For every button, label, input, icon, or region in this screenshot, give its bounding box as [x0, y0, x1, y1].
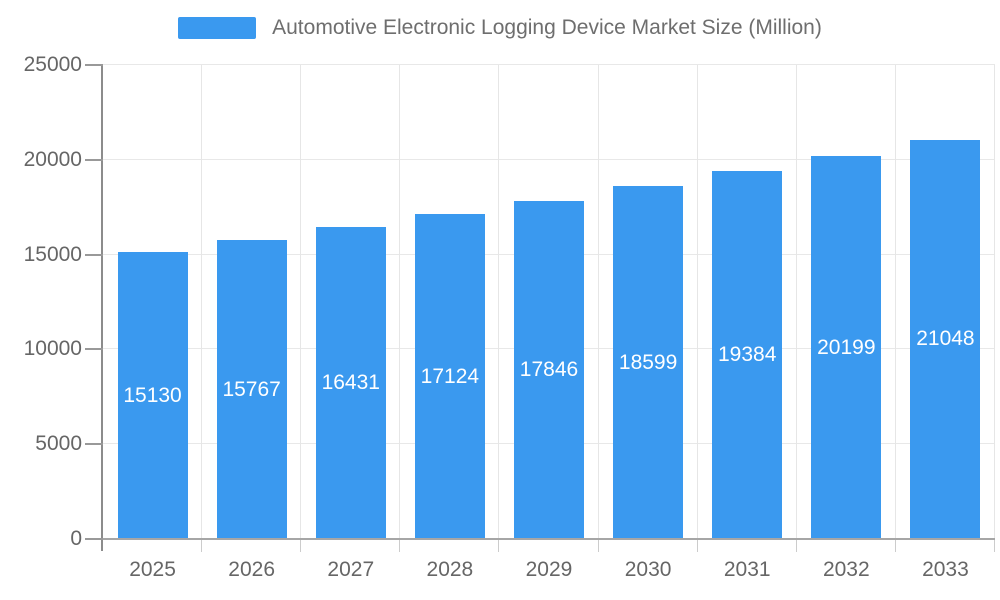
legend-swatch	[178, 17, 257, 39]
bar-2030: 18599	[613, 186, 684, 539]
bar-value-label: 16431	[321, 371, 380, 395]
bar-2028: 17124	[414, 214, 485, 539]
x-tick-label-2032: 2032	[822, 558, 870, 581]
x-tick-mark	[300, 540, 302, 552]
x-tick-label-2030: 2030	[624, 558, 672, 581]
bar-slot-2025: 15130	[103, 65, 202, 539]
bar-value-label: 17124	[420, 364, 480, 388]
bar-2033: 21048	[910, 139, 981, 539]
y-tick-label: 0	[70, 527, 82, 550]
x-tick-label-2027: 2027	[327, 558, 375, 581]
vertical-gridline	[399, 65, 401, 539]
y-tick-mark	[85, 253, 103, 256]
plot-area: 15130 15767 16431 17124 17846 18599 19384 20199…	[85, 64, 995, 552]
y-tick-mark	[85, 538, 103, 540]
y-tick-label: 5000	[35, 432, 82, 456]
legend-label: Automotive Electronic Logging Device Mar…	[272, 16, 822, 39]
bar-slot-2031: 19384	[698, 65, 797, 539]
y-tick-mark	[85, 158, 103, 161]
bar-2025: 15130	[117, 252, 188, 539]
bar-value-label: 20199	[817, 335, 876, 359]
vertical-gridline	[795, 65, 797, 539]
vertical-gridline	[300, 65, 302, 539]
bar-2031: 19384	[712, 171, 783, 539]
bar-slot-2030: 18599	[599, 65, 698, 539]
legend-item[interactable]: Automotive Electronic Logging Device Mar…	[0, 16, 1000, 40]
vertical-gridline	[696, 65, 698, 539]
bar-2027: 16431	[315, 227, 386, 539]
x-tick-mark	[795, 540, 797, 552]
bar-value-label: 18599	[618, 350, 678, 374]
vertical-gridline	[994, 65, 995, 539]
bar-slot-2027: 16431	[301, 65, 400, 539]
x-tick-label-2028: 2028	[426, 558, 474, 581]
x-tick-label-2025: 2025	[129, 558, 176, 581]
x-tick-mark	[399, 540, 401, 552]
y-tick-mark	[85, 348, 103, 351]
vertical-gridline	[894, 65, 896, 539]
x-axis-line	[85, 538, 995, 540]
bar-value-label: 15130	[123, 383, 182, 407]
x-tick-label-2026: 2026	[228, 558, 276, 581]
x-tick-label-2033: 2033	[922, 558, 969, 581]
y-axis-labels: 0 5000 10000 15000 20000 25000	[0, 53, 82, 550]
bar-2026: 15767	[216, 240, 287, 539]
y-tick-mark	[85, 443, 103, 446]
y-tick-label: 10000	[23, 337, 82, 361]
bar-slot-2033: 21048	[896, 65, 995, 539]
bar-slot-2028: 17124	[400, 65, 499, 539]
bar-slot-2032: 20199	[797, 65, 896, 539]
y-tick-mark	[85, 64, 103, 66]
horizontal-gridline	[103, 64, 995, 65]
bar-series: 15130 15767 16431 17124 17846 18599 19384 20199…	[103, 65, 995, 539]
x-tick-mark	[201, 540, 203, 552]
vertical-gridline	[498, 65, 500, 539]
bar-value-label: 15767	[222, 377, 281, 401]
y-tick-label: 20000	[23, 147, 82, 171]
x-tick-mark	[994, 540, 995, 552]
y-axis-line	[101, 65, 103, 551]
y-tick-label: 15000	[23, 242, 82, 266]
x-tick-mark	[597, 540, 599, 552]
bar-value-label: 21048	[916, 327, 975, 351]
x-tick-label-2029: 2029	[525, 558, 573, 581]
x-axis-labels: 2025 2026 2027 2028 2029 2030 2031 2032 2033	[103, 558, 995, 582]
bar-slot-2026: 15767	[202, 65, 301, 539]
bar-2029: 17846	[513, 200, 584, 539]
y-tick-label: 25000	[23, 53, 82, 76]
vertical-gridline	[201, 65, 203, 539]
x-tick-label-2031: 2031	[723, 558, 771, 581]
x-tick-mark	[894, 540, 896, 552]
bar-value-label: 19384	[718, 343, 777, 367]
x-tick-mark	[498, 540, 500, 552]
bar-2032: 20199	[811, 156, 882, 539]
vertical-gridline	[597, 65, 599, 539]
x-tick-mark	[696, 540, 698, 552]
horizontal-gridline	[103, 158, 995, 160]
bar-slot-2029: 17846	[499, 65, 598, 539]
bar-value-label: 17846	[519, 357, 579, 381]
